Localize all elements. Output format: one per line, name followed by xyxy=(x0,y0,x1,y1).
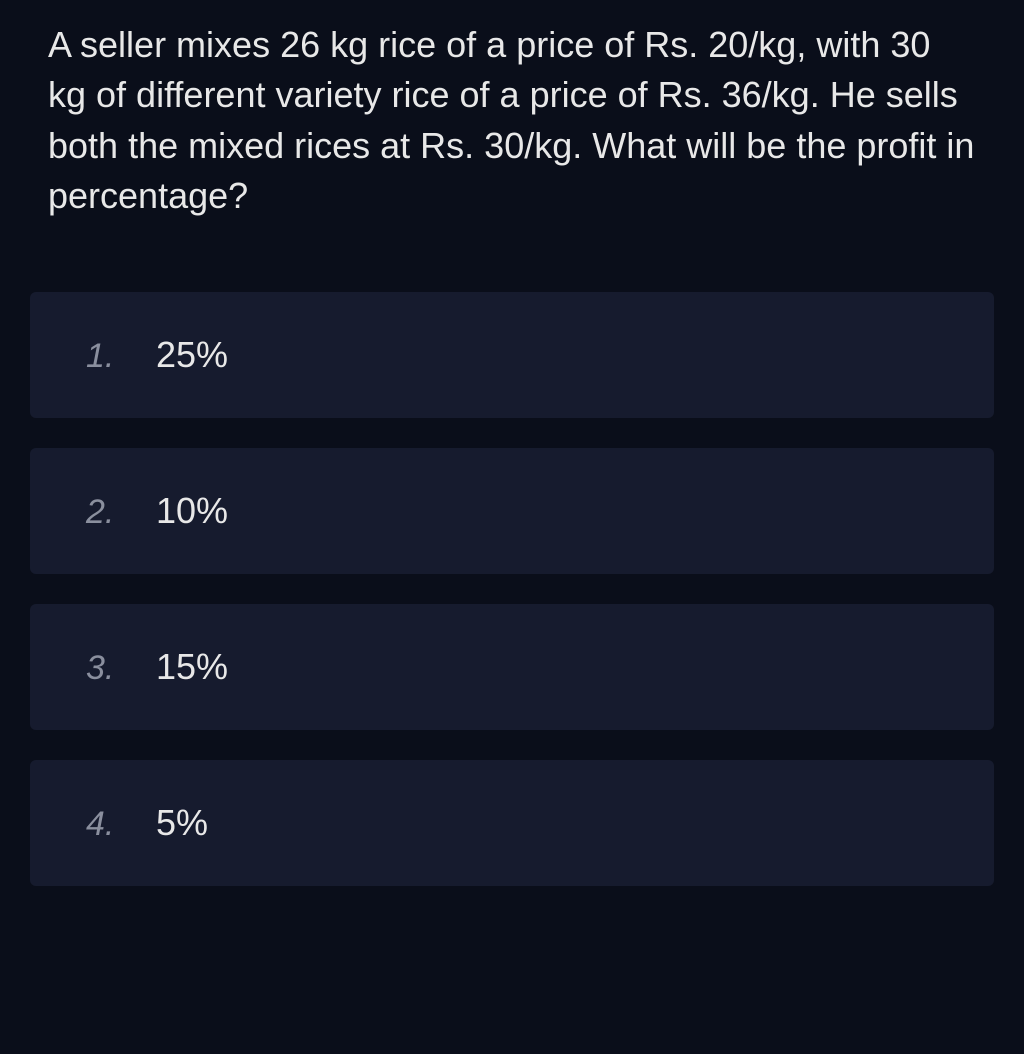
option-3[interactable]: 3. 15% xyxy=(30,604,994,730)
option-text: 25% xyxy=(156,334,228,376)
options-container: 1. 25% 2. 10% 3. 15% 4. 5% xyxy=(0,262,1024,886)
option-number: 2. xyxy=(86,493,116,532)
option-number: 3. xyxy=(86,649,116,688)
option-text: 10% xyxy=(156,490,228,532)
option-number: 1. xyxy=(86,337,116,376)
option-text: 15% xyxy=(156,646,228,688)
option-2[interactable]: 2. 10% xyxy=(30,448,994,574)
option-number: 4. xyxy=(86,805,116,844)
question-text: A seller mixes 26 kg rice of a price of … xyxy=(48,20,976,222)
option-text: 5% xyxy=(156,802,208,844)
option-4[interactable]: 4. 5% xyxy=(30,760,994,886)
option-1[interactable]: 1. 25% xyxy=(30,292,994,418)
question-container: A seller mixes 26 kg rice of a price of … xyxy=(0,0,1024,262)
